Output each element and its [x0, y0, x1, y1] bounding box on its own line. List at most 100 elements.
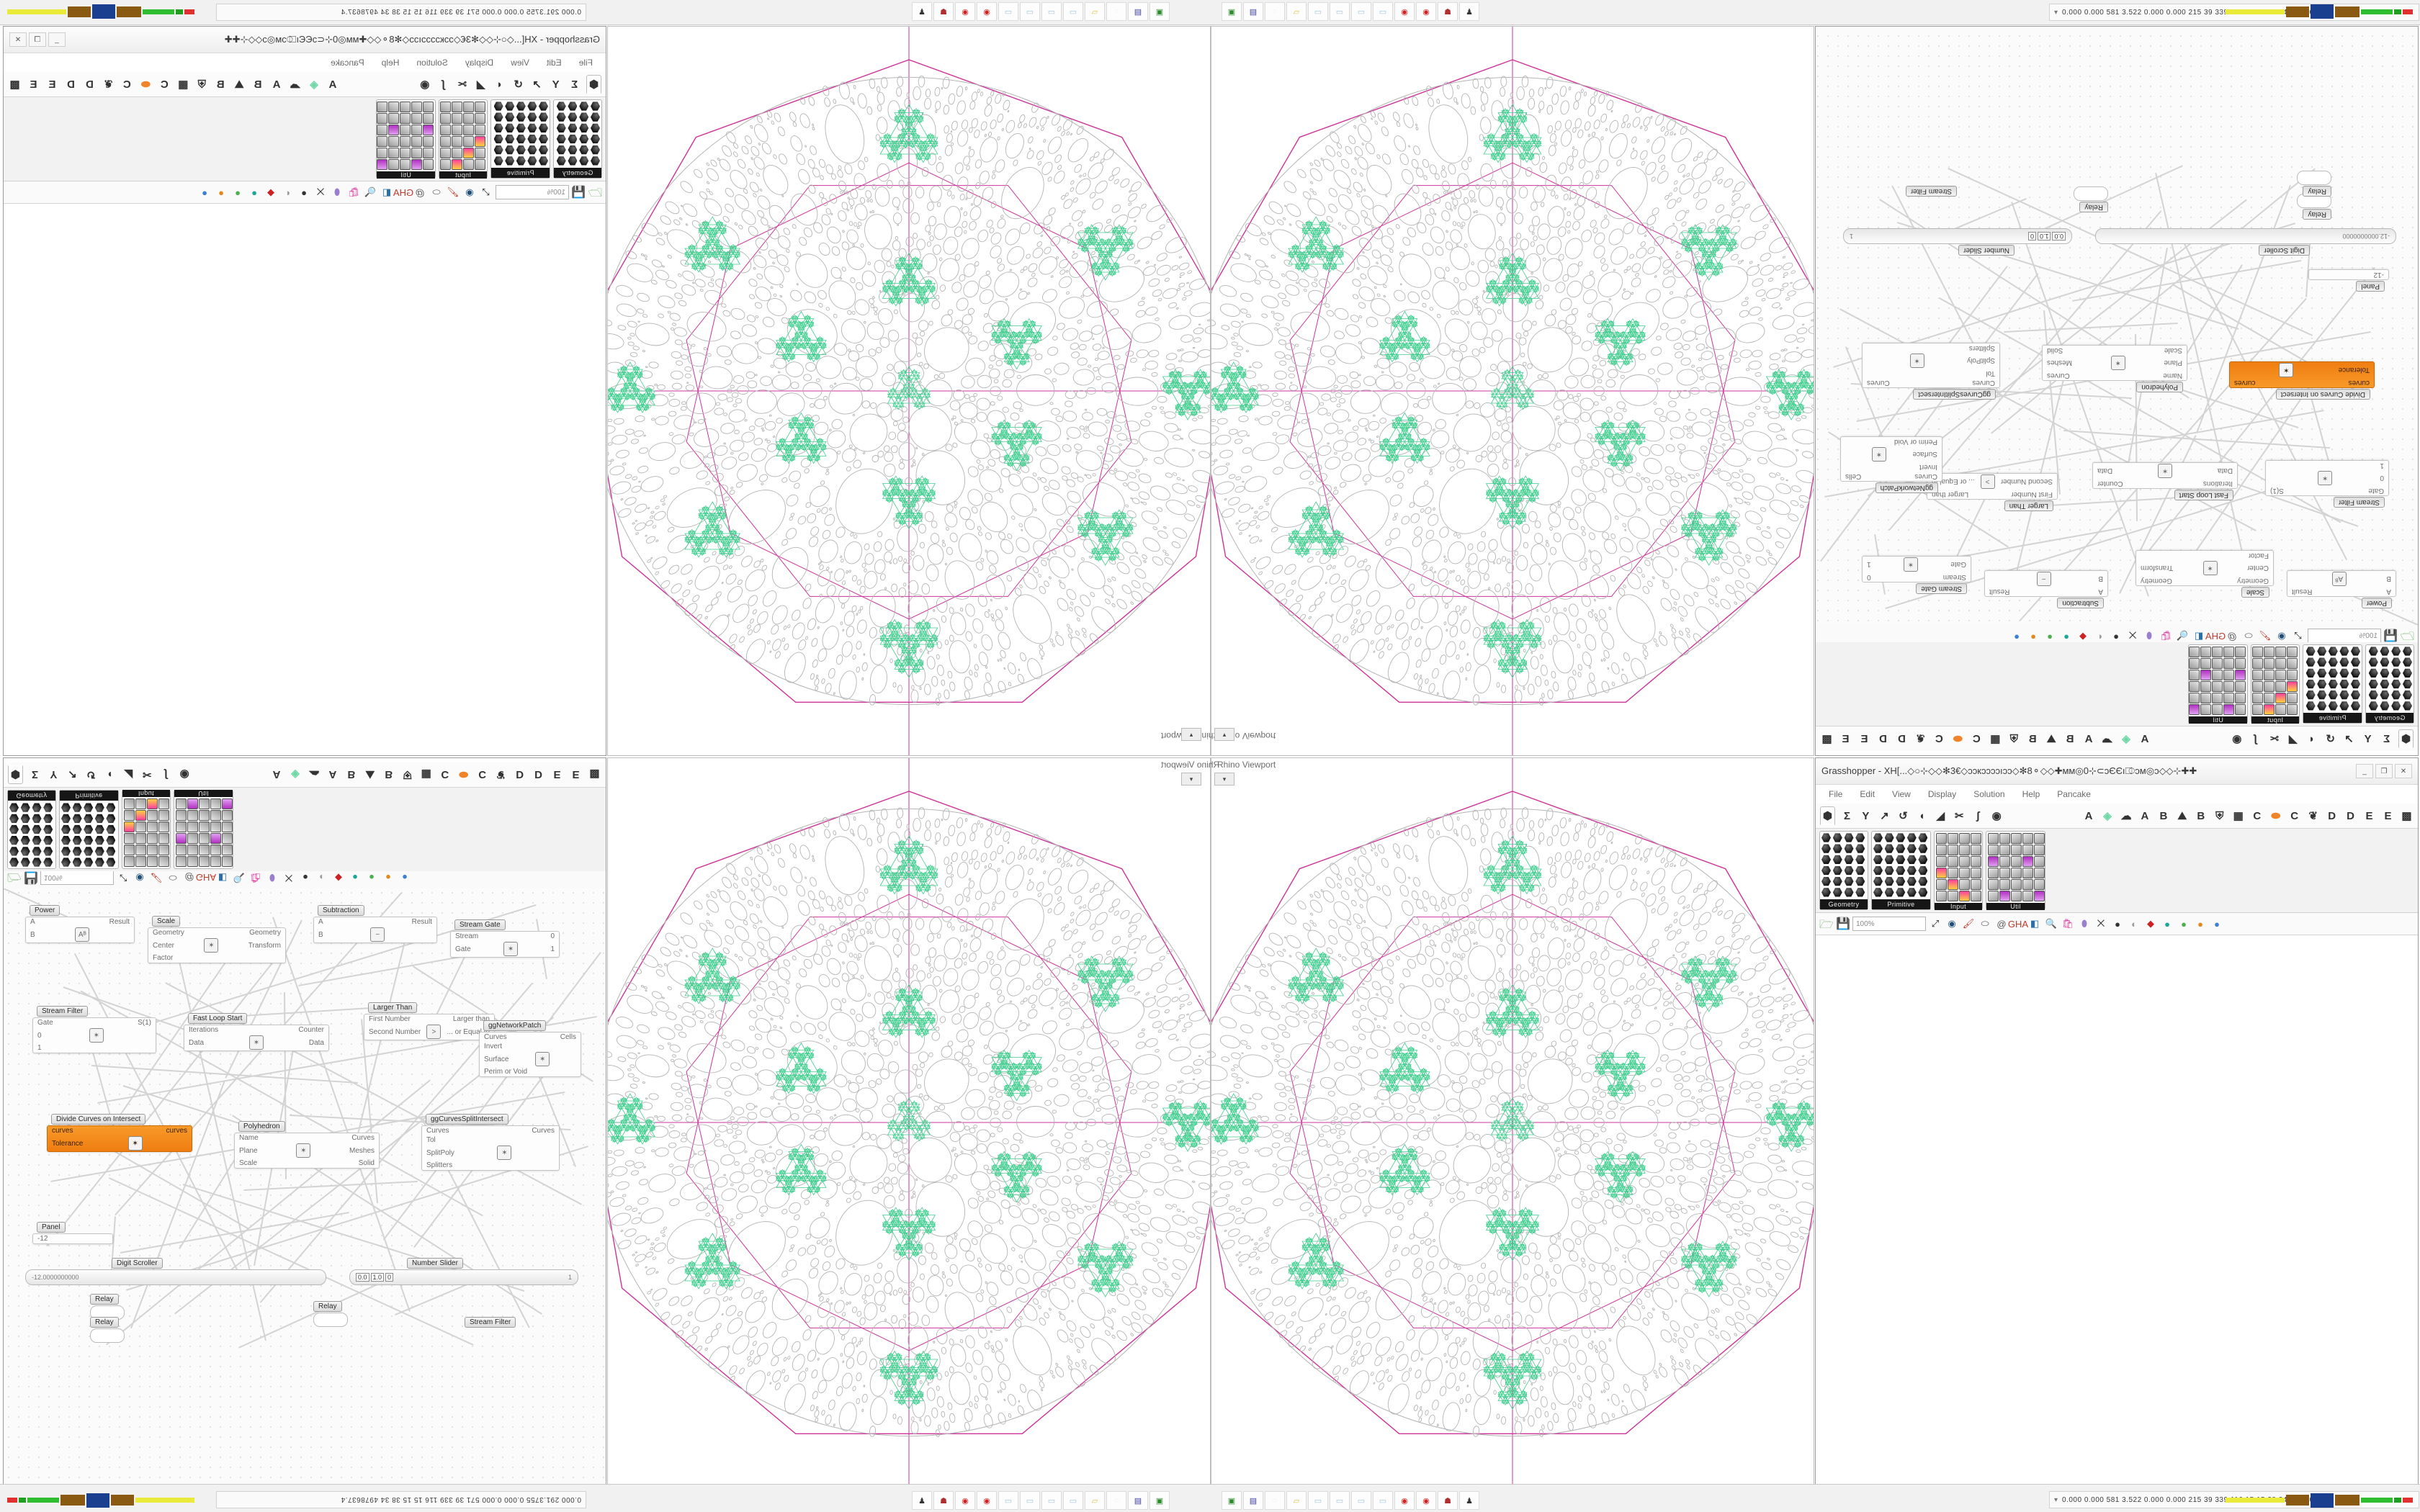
ribbon-tab-letter-E[interactable]: E: [48, 78, 56, 91]
node-ggnetworkpatch[interactable]: Curves Cells Invert Surface ✶ Perim or Void: [479, 1032, 581, 1077]
ribbon-tab-mountain-icon[interactable]: ⛰: [234, 78, 244, 91]
palette-component-icon[interactable]: [2212, 658, 2223, 669]
palette-component-icon[interactable]: [2011, 856, 2022, 867]
palette-component-icon[interactable]: [1906, 877, 1917, 886]
rhino-tool-icon[interactable]: ☗: [933, 2, 954, 21]
open-file-icon[interactable]: 🗁: [7, 870, 22, 883]
palette-component-icon[interactable]: [388, 148, 399, 158]
palette-grid[interactable]: [2189, 645, 2247, 716]
rhino-tool-icon[interactable]: ▭: [1041, 1491, 1062, 1510]
ribbon-tab-letter-B[interactable]: B: [2197, 809, 2205, 822]
ribbon-tab-letter-E[interactable]: E: [2365, 809, 2373, 822]
help-bag-icon[interactable]: 🛍: [2061, 918, 2074, 929]
rhino-tool-icon[interactable]: ▭: [1063, 1491, 1083, 1510]
ribbon-tab-bar[interactable]: ⬢ Σ Υ ↗ ↺ ◖ ◢ ✂ ʃ ◉ A ◈ ☁ A B ⛰ B ⛨ ▦ C ⬬ C ❦ D D E E ▩: [4, 762, 606, 788]
palette-grid[interactable]: [1935, 832, 1982, 903]
palette-component-icon[interactable]: [43, 814, 53, 823]
palette-component-icon[interactable]: [527, 135, 537, 144]
palette-component-icon[interactable]: [106, 814, 115, 823]
palette-component-icon[interactable]: [1832, 833, 1842, 842]
rhino-tool-icon[interactable]: ◉: [955, 2, 975, 21]
palette-component-icon[interactable]: [1971, 879, 1981, 890]
ribbon-tab-sigma-icon[interactable]: Σ: [2383, 732, 2390, 745]
palette-component-icon[interactable]: [9, 858, 19, 867]
capsule-icon[interactable]: ⬭: [432, 186, 441, 197]
palette-component-icon[interactable]: [1959, 879, 1970, 890]
palette-component-icon[interactable]: [452, 125, 462, 135]
palette-component-icon[interactable]: [43, 858, 53, 867]
palette-component-icon[interactable]: [199, 798, 210, 809]
palette-component-icon[interactable]: [2264, 704, 2275, 715]
ribbon-tab-blob-icon[interactable]: ◖: [496, 78, 503, 91]
palette-component-icon[interactable]: [452, 159, 462, 170]
node-input-param[interactable]: Curves: [426, 1127, 449, 1135]
palette-component-icon[interactable]: [1844, 877, 1854, 886]
palette-component-icon[interactable]: [440, 148, 451, 158]
palette-component-icon[interactable]: [2351, 701, 2360, 711]
palette-component-icon[interactable]: [2391, 647, 2401, 656]
node-output-param[interactable]: Result: [109, 918, 130, 926]
menu-help[interactable]: Help: [2022, 789, 2040, 799]
palette-component-icon[interactable]: [9, 803, 19, 812]
node-input-param[interactable]: Factor: [153, 954, 174, 962]
ribbon-tab-y-branch-icon[interactable]: Υ: [1862, 809, 1870, 822]
slider-max[interactable]: 1.0: [370, 1273, 385, 1282]
rhino-tool-icon[interactable]: ▭: [1351, 2, 1371, 21]
rhino-tool-icon[interactable]: ▤: [1243, 2, 1263, 21]
palette-component-icon[interactable]: [32, 803, 42, 812]
ribbon-tab-letter-C[interactable]: C: [2290, 809, 2299, 822]
ribbon-tab-letter-E[interactable]: E: [2384, 809, 2392, 822]
node-output-param[interactable]: Cells: [560, 1033, 576, 1041]
node-input-param[interactable]: Invert: [484, 1043, 503, 1050]
palette-component-icon[interactable]: [2034, 833, 2045, 844]
node-subtraction[interactable]: A Result B −: [1984, 570, 2108, 597]
ribbon-tab-cone-icon[interactable]: ◢: [2288, 733, 2298, 745]
palette-component-icon[interactable]: [1873, 855, 1883, 864]
node-input-param[interactable]: Gate: [1950, 560, 1966, 569]
menu-edit[interactable]: Edit: [546, 58, 562, 68]
palette-component-icon[interactable]: [579, 102, 588, 111]
drop-blue-icon[interactable]: ●: [2014, 630, 2020, 642]
palette-component-icon[interactable]: [2306, 647, 2316, 656]
digit-scroller-value[interactable]: -12.0000000000: [2342, 233, 2390, 240]
search-icon[interactable]: 🔍: [2176, 630, 2189, 641]
palette-component-icon[interactable]: [2306, 680, 2316, 689]
palette-component-icon[interactable]: [2380, 701, 2390, 711]
zoom-level-field[interactable]: 100%: [1852, 917, 1926, 931]
palette-component-icon[interactable]: [1873, 877, 1883, 886]
palette-component-icon[interactable]: [1873, 865, 1883, 876]
rhino-tool-icon[interactable]: ▱: [1286, 1491, 1307, 1510]
ribbon-tab-letter-E[interactable]: E: [1860, 732, 1868, 745]
palette-component-icon[interactable]: [505, 156, 514, 166]
menu-solution[interactable]: Solution: [416, 58, 448, 68]
ribbon-tab-letter-C[interactable]: C: [160, 78, 169, 91]
menu-solution[interactable]: Solution: [1973, 789, 2005, 799]
palette-component-icon[interactable]: [377, 136, 387, 147]
palette-grid[interactable]: [554, 100, 601, 168]
node-input-param[interactable]: Curves: [484, 1033, 507, 1041]
node-output-param[interactable]: S(1): [2270, 487, 2284, 495]
capsule-icon[interactable]: ⬭: [169, 873, 177, 883]
balloon-icon[interactable]: ⬮: [2081, 918, 2088, 929]
palette-component-icon[interactable]: [32, 847, 42, 856]
node-stream-filter[interactable]: Gate S(1) 0 ✶ 1: [32, 1017, 156, 1053]
palette-component-icon[interactable]: [2034, 868, 2045, 878]
palette-component-icon[interactable]: [124, 833, 135, 844]
gem-red-icon[interactable]: ◆: [267, 186, 274, 197]
ribbon-tab-shield-icon[interactable]: ⛨: [197, 78, 206, 91]
sphere-dark-icon[interactable]: ●: [2115, 918, 2120, 930]
palette-component-icon[interactable]: [135, 798, 146, 809]
at-icon[interactable]: @: [2227, 630, 2237, 642]
palette-component-icon[interactable]: [210, 810, 221, 821]
node-input-param[interactable]: Splitters: [1968, 344, 1995, 352]
ribbon-tab-letter-A[interactable]: A: [328, 78, 337, 91]
palette-component-icon[interactable]: [1896, 844, 1906, 853]
at-icon[interactable]: @: [1996, 918, 2007, 930]
palette-component-icon[interactable]: [2339, 680, 2349, 689]
ribbon-tab-bar[interactable]: ⬢ Σ Υ ↗ ↺ ◖ ◢ ✂ ʃ ◉ A ◈ ☁ A B ⛰ B ⛨ ▦ C ⬬ C ❦ D D E E ▩: [1816, 804, 2418, 829]
shell-icon[interactable]: ◐: [2097, 630, 2102, 642]
palette-component-icon[interactable]: [9, 847, 19, 856]
palette-component-icon[interactable]: [2252, 693, 2263, 703]
palette-component-icon[interactable]: [1832, 865, 1842, 876]
ribbon-tab-grid2-icon[interactable]: ▩: [1821, 733, 1832, 745]
